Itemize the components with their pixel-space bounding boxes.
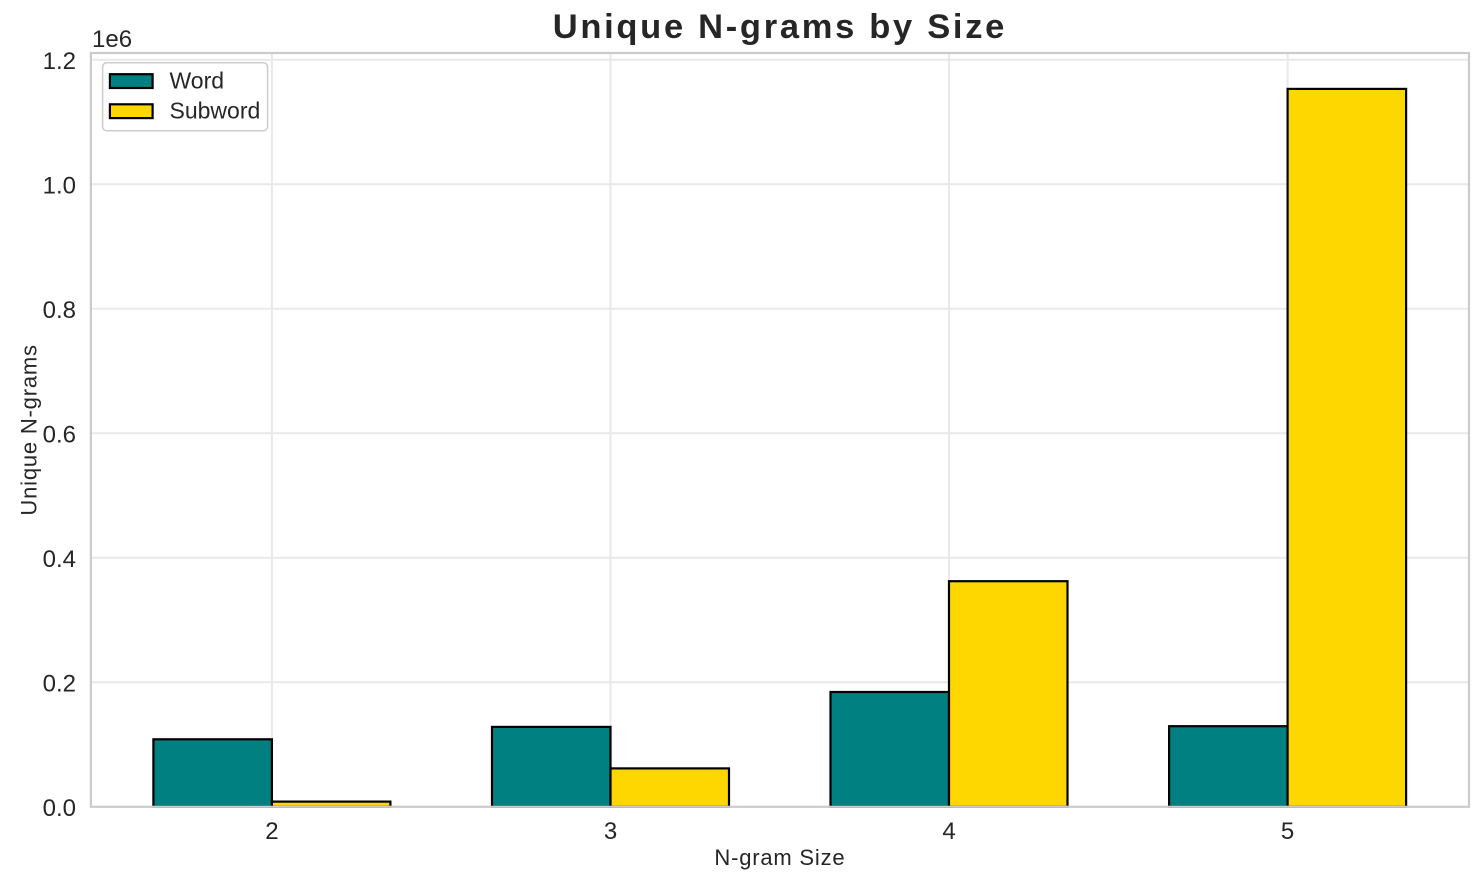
svg-text:1.2: 1.2 — [43, 48, 76, 75]
svg-text:Unique N-grams: Unique N-grams — [17, 344, 42, 515]
svg-text:Unique N-grams by Size: Unique N-grams by Size — [553, 8, 1007, 46]
svg-text:4: 4 — [942, 818, 955, 845]
svg-text:5: 5 — [1281, 818, 1294, 845]
svg-text:Subword: Subword — [170, 98, 261, 124]
svg-text:0.8: 0.8 — [43, 297, 76, 324]
svg-text:0.6: 0.6 — [43, 422, 76, 449]
svg-text:N-gram Size: N-gram Size — [714, 845, 845, 870]
svg-text:0.4: 0.4 — [43, 546, 76, 573]
svg-text:1e6: 1e6 — [92, 26, 132, 53]
svg-text:0.0: 0.0 — [43, 795, 76, 822]
svg-text:0.2: 0.2 — [43, 671, 76, 698]
svg-text:1.0: 1.0 — [43, 173, 76, 200]
svg-text:3: 3 — [604, 818, 617, 845]
svg-text:2: 2 — [265, 818, 278, 845]
svg-text:Word: Word — [170, 67, 225, 93]
